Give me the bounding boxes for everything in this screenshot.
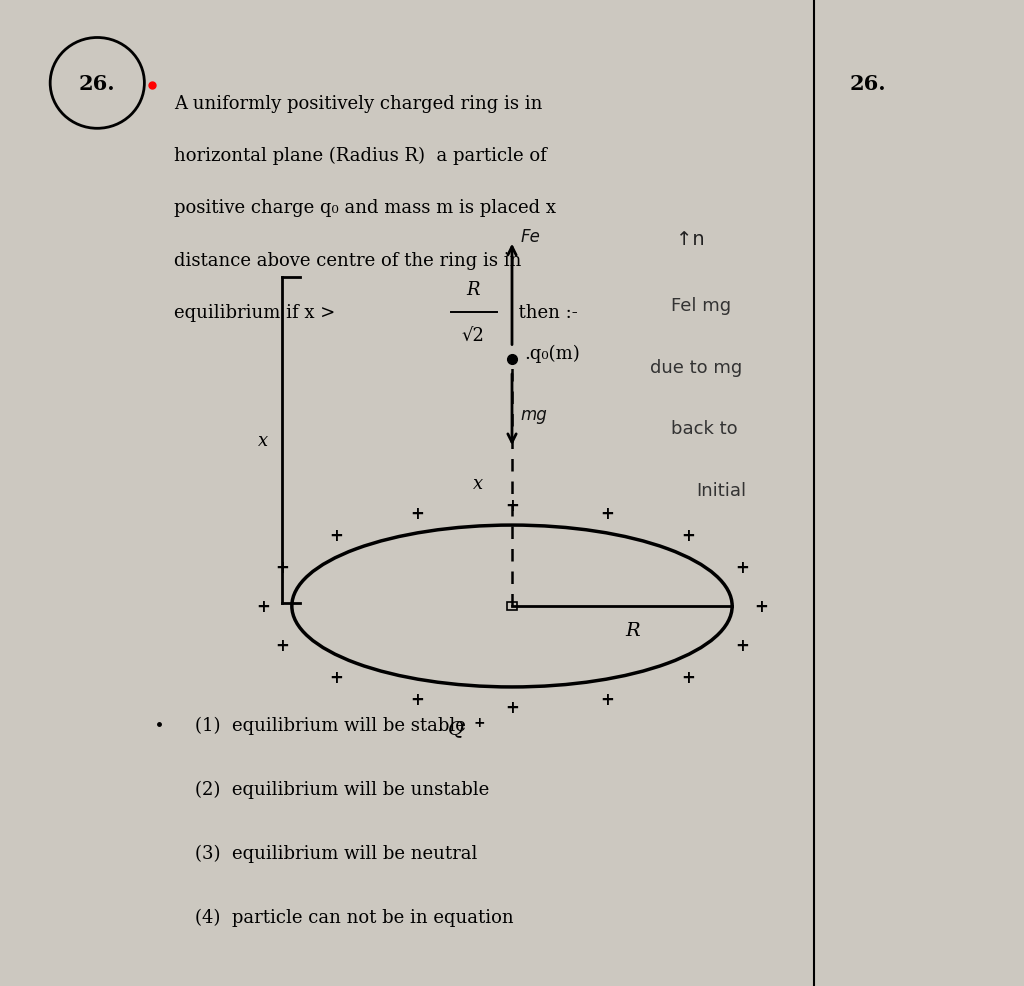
- Text: +: +: [275, 559, 289, 577]
- Text: +: +: [256, 598, 270, 615]
- Text: +: +: [600, 505, 614, 523]
- Text: back to: back to: [671, 420, 737, 438]
- Text: x: x: [258, 432, 268, 450]
- Text: +: +: [473, 716, 485, 730]
- Text: 26.: 26.: [850, 74, 887, 94]
- Text: +: +: [735, 636, 749, 654]
- Text: then :-: then :-: [507, 304, 578, 321]
- Text: +: +: [681, 669, 695, 686]
- Text: x: x: [473, 474, 483, 492]
- Text: +: +: [735, 559, 749, 577]
- Text: +: +: [329, 669, 343, 686]
- Text: horizontal plane (Radius R)  a particle of: horizontal plane (Radius R) a particle o…: [174, 147, 547, 165]
- Text: (2)  equilibrium will be unstable: (2) equilibrium will be unstable: [195, 780, 488, 798]
- Text: equilibrium if x >: equilibrium if x >: [174, 304, 341, 321]
- Text: (4)  particle can not be in equation: (4) particle can not be in equation: [195, 908, 513, 926]
- Text: distance above centre of the ring is in: distance above centre of the ring is in: [174, 251, 521, 269]
- Text: +: +: [329, 527, 343, 544]
- Text: R: R: [466, 281, 480, 299]
- Text: Fel mg: Fel mg: [671, 297, 731, 315]
- Text: +: +: [410, 505, 424, 523]
- Text: +: +: [754, 598, 768, 615]
- Text: +: +: [505, 698, 519, 716]
- Bar: [508, 601, 516, 610]
- Text: √2: √2: [462, 326, 484, 344]
- Text: Initial: Initial: [696, 481, 746, 499]
- Text: 26.: 26.: [79, 74, 116, 94]
- Text: +: +: [410, 690, 424, 708]
- Text: (1)  equilibrium will be stable: (1) equilibrium will be stable: [195, 716, 466, 734]
- Text: +: +: [275, 636, 289, 654]
- Text: mg: mg: [520, 405, 547, 423]
- Text: R: R: [625, 621, 640, 639]
- Text: A uniformly positively charged ring is in: A uniformly positively charged ring is i…: [174, 95, 543, 112]
- Text: +: +: [505, 497, 519, 515]
- Text: due to mg: due to mg: [650, 359, 742, 377]
- Text: +: +: [600, 690, 614, 708]
- Text: Fe: Fe: [520, 228, 540, 246]
- Text: Q: Q: [447, 720, 464, 738]
- Text: .q₀(m): .q₀(m): [524, 345, 580, 363]
- Text: +: +: [681, 527, 695, 544]
- Text: ↑n: ↑n: [676, 230, 705, 249]
- Text: positive charge q₀ and mass m is placed x: positive charge q₀ and mass m is placed …: [174, 199, 556, 217]
- Text: (3)  equilibrium will be neutral: (3) equilibrium will be neutral: [195, 844, 477, 862]
